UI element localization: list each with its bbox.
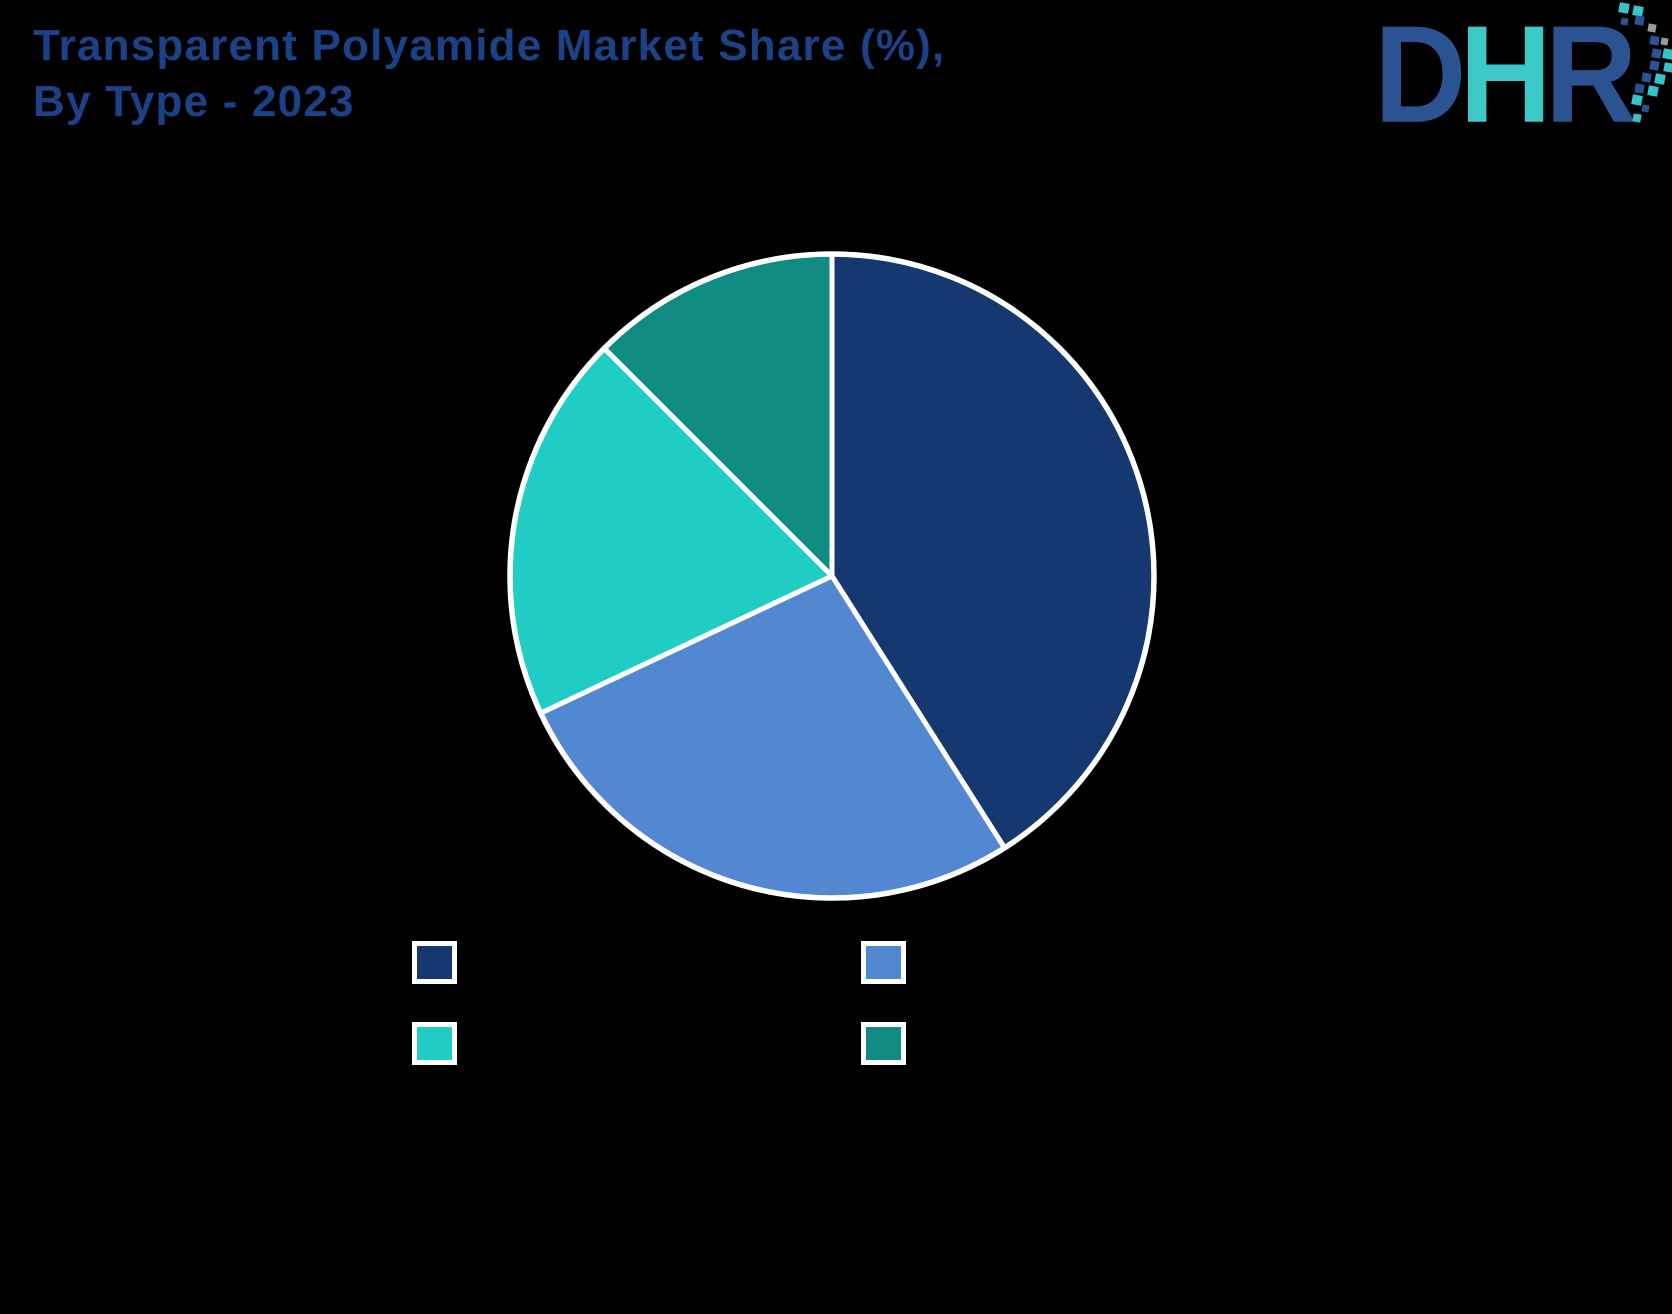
legend-item-2 — [861, 941, 906, 984]
logo-letter-r: R — [1544, 0, 1637, 152]
logo-letter-d: D — [1374, 0, 1466, 152]
dhr-logo-letters: DHR — [1374, 3, 1637, 147]
legend-item-3 — [412, 1022, 457, 1065]
legend-swatch — [866, 1027, 901, 1060]
chart-title-line2: By Type - 2023 — [33, 77, 355, 126]
legend-item-4 — [861, 1022, 906, 1065]
logo-letter-h: H — [1459, 0, 1551, 152]
legend-item-1 — [412, 941, 457, 984]
chart-title-line1: Transparent Polyamide Market Share (%), — [33, 21, 946, 70]
chart-title: Transparent Polyamide Market Share (%), … — [33, 18, 945, 130]
legend-swatch — [417, 946, 452, 979]
dhr-logo: DHR — [1374, 0, 1672, 147]
pie-outer-rim — [507, 251, 1157, 901]
legend-swatch — [417, 1027, 452, 1060]
legend-swatch — [866, 946, 901, 979]
